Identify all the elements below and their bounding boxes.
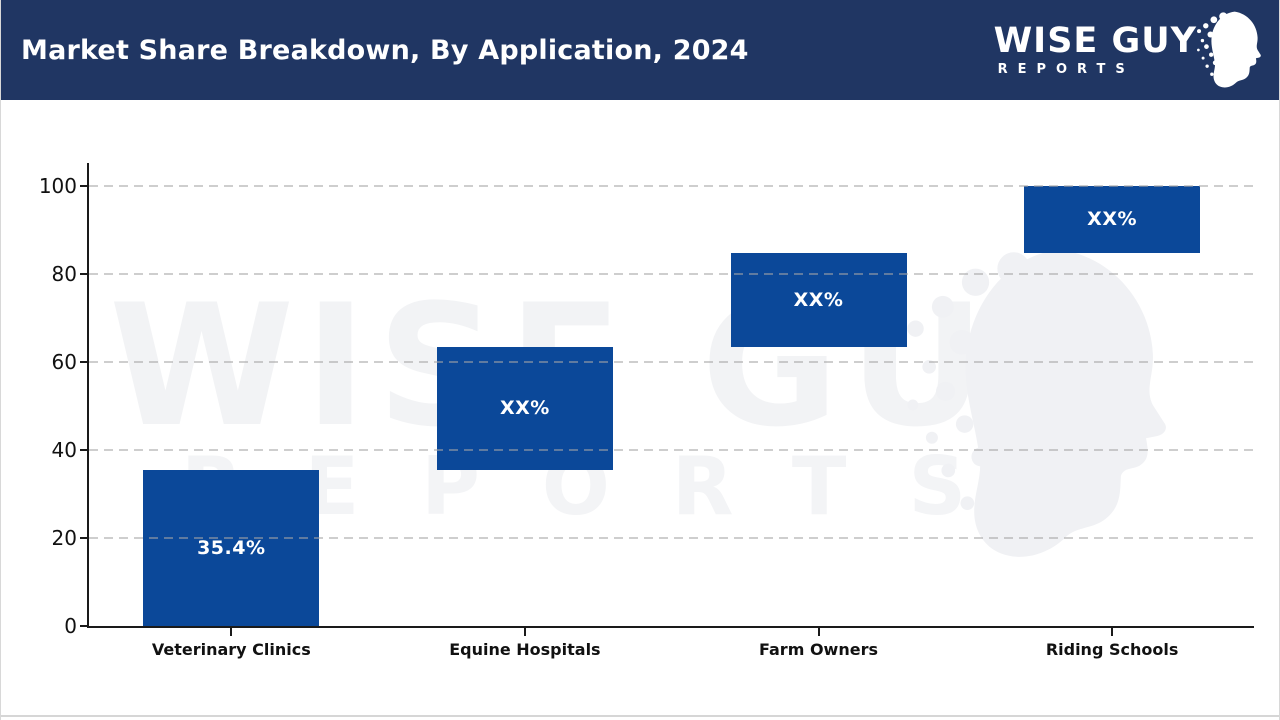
x-axis-tickmark (523, 627, 526, 636)
logo-wordmark: WISE GUY (993, 21, 1197, 61)
y-axis-tick-label: 40 (51, 438, 77, 462)
logo-subtitle: REPORTS (997, 62, 1135, 77)
wiseguy-logo-text: WISE GUY REPORTS (993, 21, 1197, 77)
bottom-border (1, 715, 1279, 717)
x-axis-tickmark (817, 627, 820, 636)
y-axis-tickmark (80, 449, 89, 451)
x-axis-category-label: Farm Owners (759, 640, 878, 659)
y-axis-tickmark (80, 537, 89, 539)
bar-equine-hospitals: XX% (436, 346, 613, 471)
x-axis-tickmark (1111, 627, 1114, 636)
y-axis-tickmark (80, 273, 89, 275)
y-axis-tickmark (80, 361, 89, 363)
y-axis-tick-label: 80 (51, 262, 77, 286)
y-axis-tick-label: 100 (38, 174, 77, 198)
x-axis-category-label: Riding Schools (1045, 640, 1179, 659)
bar-value-label: XX% (499, 397, 550, 420)
gridline-60 (89, 361, 1254, 363)
bar-value-label: XX% (793, 288, 844, 311)
gridline-40 (89, 449, 1254, 451)
x-axis-category-label: Veterinary Clinics (151, 640, 311, 659)
bar-farm-owners: XX% (730, 252, 907, 347)
x-axis-tickmark (230, 627, 233, 636)
gridline-100 (89, 185, 1254, 187)
wiseguy-logo: WISE GUY REPORTS (994, 9, 1267, 91)
chart-title: Market Share Breakdown, By Application, … (21, 34, 749, 66)
y-axis-tick-label: 60 (51, 350, 77, 374)
y-axis-spine (87, 163, 89, 628)
bar-value-label: 35.4% (197, 537, 266, 560)
gridline-20 (89, 537, 1254, 539)
header-bar: Market Share Breakdown, By Application, … (1, 0, 1279, 100)
bar-riding-schools: XX% (1024, 186, 1201, 253)
y-axis-tickmark (80, 185, 89, 187)
y-axis-tick-label: 20 (51, 526, 77, 550)
y-axis-tick-label: 0 (64, 614, 77, 638)
x-axis-spine (87, 626, 1254, 628)
wiseguy-face-icon (1193, 9, 1267, 91)
gridline-80 (89, 273, 1254, 275)
bar-veterinary-clinics: 35.4% (143, 470, 320, 626)
y-axis-tickmark (80, 625, 89, 627)
bar-value-label: XX% (1087, 208, 1138, 231)
x-axis-category-label: Equine Hospitals (449, 640, 601, 659)
